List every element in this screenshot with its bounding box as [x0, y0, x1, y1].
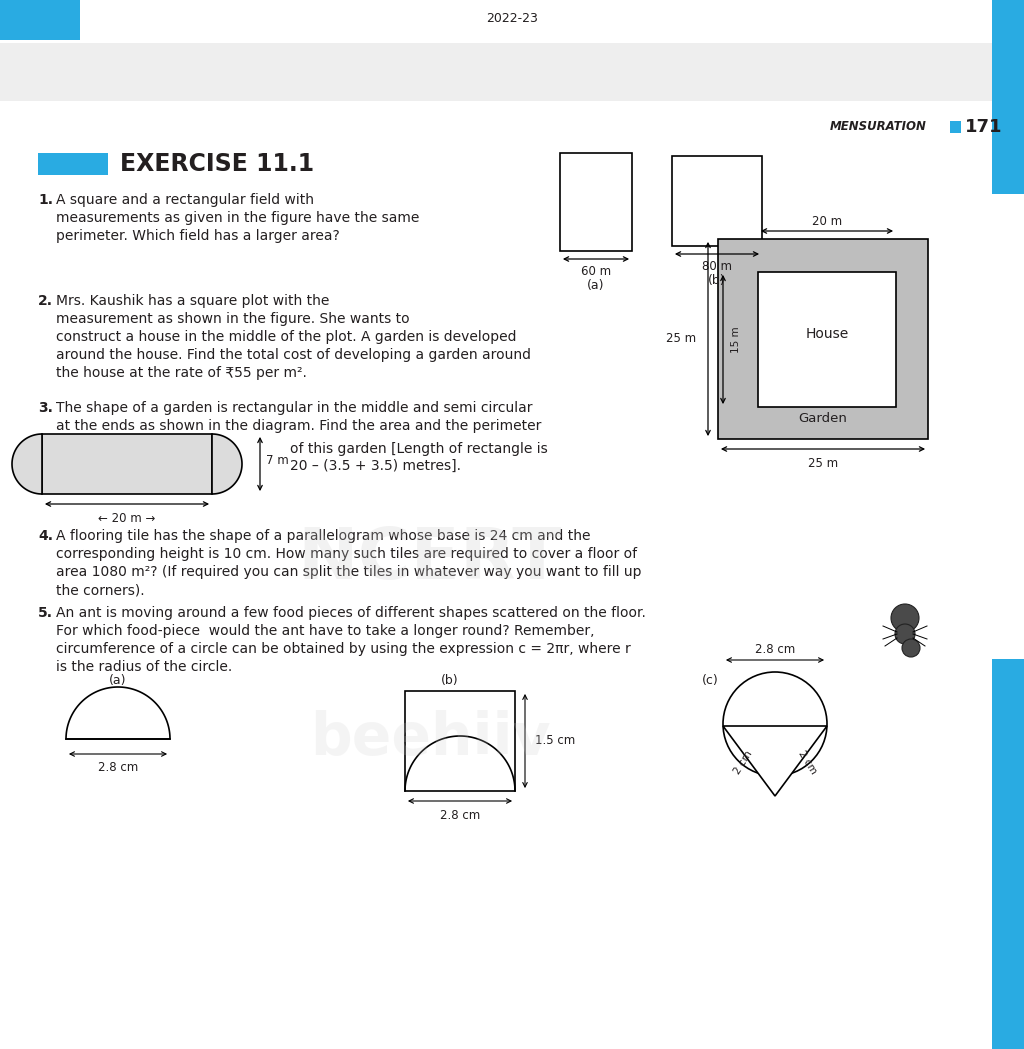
Text: measurement as shown in the figure. She wants to: measurement as shown in the figure. She …: [56, 312, 410, 326]
Text: at the ends as shown in the diagram. Find the area and the perimeter: at the ends as shown in the diagram. Fin…: [56, 419, 542, 433]
Bar: [0, 0, 80, 40]
Text: 25 m: 25 m: [666, 333, 696, 345]
Text: area 1080 m²? (If required you can split the tiles in whatever way you want to f: area 1080 m²? (If required you can split…: [56, 565, 641, 579]
Bar: [560, 153, 632, 251]
Text: ← 20 m →: ← 20 m →: [98, 512, 156, 524]
Text: The shape of a garden is rectangular in the middle and semi circular: The shape of a garden is rectangular in …: [56, 401, 532, 415]
Circle shape: [891, 604, 919, 631]
Text: An ant is moving around a few food pieces of different shapes scattered on the f: An ant is moving around a few food piece…: [56, 606, 646, 620]
Text: 2.8 cm: 2.8 cm: [755, 643, 795, 656]
Text: (b): (b): [441, 675, 459, 687]
Text: 4.: 4.: [38, 529, 53, 543]
Text: (a): (a): [110, 675, 127, 687]
Text: 2 cm: 2 cm: [732, 748, 754, 775]
Text: Garden: Garden: [799, 412, 848, 425]
Text: EXERCISE 11.1: EXERCISE 11.1: [120, 152, 314, 176]
Text: around the house. Find the total cost of developing a garden around: around the house. Find the total cost of…: [56, 348, 531, 362]
Text: 20 m: 20 m: [812, 215, 842, 228]
Polygon shape: [66, 687, 170, 738]
Text: 3.: 3.: [38, 401, 53, 415]
Text: the house at the rate of ₹55 per m².: the house at the rate of ₹55 per m².: [56, 366, 307, 380]
Bar: [38, 153, 108, 175]
Polygon shape: [723, 726, 827, 796]
Bar: [406, 691, 515, 791]
Text: 80 m: 80 m: [702, 260, 732, 273]
Text: perimeter. Which field has a larger area?: perimeter. Which field has a larger area…: [56, 229, 340, 243]
Bar: [992, 659, 1024, 1049]
Text: 20 – (3.5 + 3.5) metres].: 20 – (3.5 + 3.5) metres].: [290, 459, 461, 473]
Circle shape: [895, 624, 915, 644]
Bar: [950, 121, 961, 133]
Text: (b): (b): [709, 274, 726, 287]
Text: circumference of a circle can be obtained by using the expression c = 2πr, where: circumference of a circle can be obtaine…: [56, 642, 631, 656]
Text: 1.: 1.: [38, 193, 53, 207]
Text: A flooring tile has the shape of a parallelogram whose base is 24 cm and the: A flooring tile has the shape of a paral…: [56, 529, 591, 543]
Circle shape: [723, 672, 827, 776]
Text: For which food-piece  would the ant have to take a longer round? Remember,: For which food-piece would the ant have …: [56, 624, 595, 638]
Text: of this garden [Length of rectangle is: of this garden [Length of rectangle is: [290, 442, 548, 456]
Text: 2.8 cm: 2.8 cm: [440, 809, 480, 822]
Bar: [718, 239, 928, 438]
Text: 171: 171: [965, 117, 1002, 136]
Polygon shape: [212, 434, 242, 494]
Text: Mrs. Kaushik has a square plot with the: Mrs. Kaushik has a square plot with the: [56, 294, 330, 308]
Text: MENSURATION: MENSURATION: [830, 121, 927, 133]
Bar: [992, 0, 1024, 194]
Text: (a): (a): [587, 279, 605, 292]
Text: 15 m: 15 m: [731, 326, 741, 352]
Bar: [672, 156, 762, 247]
Text: 1.5 cm: 1.5 cm: [535, 734, 575, 748]
Bar: [758, 272, 896, 407]
Text: 7 m: 7 m: [266, 453, 289, 467]
Text: A square and a rectangular field with: A square and a rectangular field with: [56, 193, 314, 207]
Text: corresponding height is 10 cm. How many such tiles are required to cover a floor: corresponding height is 10 cm. How many …: [56, 547, 637, 561]
Text: (c): (c): [701, 675, 719, 687]
Circle shape: [902, 639, 920, 657]
Text: 2 cm: 2 cm: [796, 748, 818, 775]
Text: 2022-23: 2022-23: [486, 13, 538, 25]
Text: 5.: 5.: [38, 606, 53, 620]
Text: 60 m: 60 m: [581, 265, 611, 278]
Text: 2.: 2.: [38, 294, 53, 308]
Bar: [0, 43, 1024, 101]
Text: construct a house in the middle of the plot. A garden is developed: construct a house in the middle of the p…: [56, 330, 516, 344]
Text: 25 m: 25 m: [808, 457, 838, 470]
Text: 2.8 cm: 2.8 cm: [98, 761, 138, 774]
Text: is the radius of the circle.: is the radius of the circle.: [56, 660, 232, 675]
Text: measurements as given in the figure have the same: measurements as given in the figure have…: [56, 211, 420, 224]
Polygon shape: [12, 434, 42, 494]
Text: House: House: [805, 327, 849, 342]
Text: NCERT: NCERT: [298, 524, 562, 594]
Text: beehiiv: beehiiv: [309, 710, 550, 768]
Bar: [42, 434, 212, 494]
Text: the corners).: the corners).: [56, 583, 144, 597]
